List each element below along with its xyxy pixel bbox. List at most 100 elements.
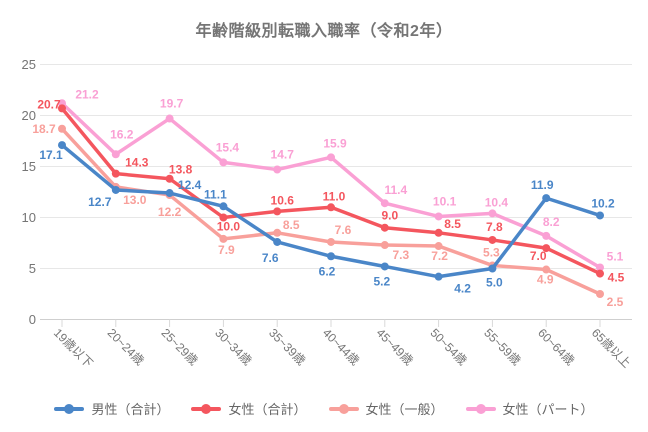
data-point <box>596 290 604 298</box>
data-point <box>434 272 443 281</box>
data-label: 13.8 <box>169 163 193 177</box>
data-label: 11.0 <box>323 189 346 203</box>
data-point <box>596 263 604 272</box>
legend-line-dot-icon <box>465 403 496 414</box>
y-tick-label: 5 <box>29 261 36 276</box>
data-point <box>542 231 551 240</box>
data-label: 6.2 <box>319 264 336 278</box>
y-tick-label: 0 <box>29 312 36 327</box>
data-point <box>380 223 389 232</box>
data-label: 21.2 <box>75 87 99 101</box>
data-label: 19.7 <box>160 97 184 111</box>
data-label: 2.5 <box>607 295 624 309</box>
data-point <box>596 211 604 220</box>
data-point <box>327 153 335 162</box>
data-label: 10.6 <box>271 193 295 207</box>
data-label: 8.5 <box>283 218 300 232</box>
data-label: 5.0 <box>486 276 503 290</box>
legend-item-1[interactable]: 男性（合計） <box>54 399 169 418</box>
data-label: 11.9 <box>531 178 554 192</box>
data-label: 4.2 <box>454 282 471 296</box>
data-point <box>327 252 335 261</box>
data-point <box>273 165 282 174</box>
legend-line-dot-icon <box>328 403 359 414</box>
y-tick-label: 25 <box>22 57 36 72</box>
legend-label: 男性（合計） <box>91 402 170 417</box>
data-point <box>380 262 389 271</box>
data-label: 11.1 <box>204 187 227 201</box>
data-point <box>542 265 551 274</box>
data-point <box>327 237 335 246</box>
data-point <box>273 228 282 237</box>
data-point <box>219 234 228 243</box>
data-label: 12.4 <box>178 178 202 192</box>
data-label: 18.7 <box>32 122 56 136</box>
data-label: 7.3 <box>392 248 409 262</box>
data-point <box>58 104 66 113</box>
data-label: 13.0 <box>123 193 147 207</box>
data-label: 8.5 <box>444 217 461 231</box>
data-label: 8.2 <box>543 215 560 229</box>
legend-label: 女性（パート） <box>502 402 594 417</box>
data-point <box>111 169 120 178</box>
x-tick-label: 55~59歳 <box>481 326 523 368</box>
data-label: 16.2 <box>110 127 134 141</box>
data-point <box>165 174 174 183</box>
data-point <box>488 264 497 273</box>
data-point <box>219 158 228 167</box>
y-tick-label: 10 <box>22 210 36 225</box>
legend-label: 女性（一般） <box>365 402 444 417</box>
legend-label: 女性（合計） <box>228 402 307 417</box>
data-label: 12.7 <box>88 195 112 209</box>
data-point <box>273 237 282 246</box>
data-label: 5.2 <box>373 274 390 288</box>
y-tick-label: 15 <box>22 159 36 174</box>
x-tick-label: 50~54歳 <box>427 326 469 368</box>
data-label: 15.4 <box>216 140 240 154</box>
y-tick-label: 20 <box>22 108 36 123</box>
data-point <box>434 228 443 237</box>
data-label: 14.3 <box>125 156 149 170</box>
data-point <box>542 194 551 203</box>
data-label: 7.8 <box>486 220 503 234</box>
data-label: 7.9 <box>218 243 235 257</box>
data-point <box>111 185 120 194</box>
x-tick-label: 35~39歳 <box>266 326 308 368</box>
data-point <box>58 124 66 133</box>
data-label: 10.4 <box>485 195 509 209</box>
data-point <box>165 114 174 123</box>
x-tick-label: 20~24歳 <box>105 326 147 368</box>
data-label: 7.6 <box>335 223 352 237</box>
data-label: 10.0 <box>217 220 241 234</box>
x-tick-label: 45~49歳 <box>374 326 416 368</box>
x-tick-label: 60~64歳 <box>535 326 577 368</box>
data-point <box>596 269 604 278</box>
data-point <box>58 141 66 150</box>
data-point <box>380 241 389 250</box>
chart-title: 年齢階級別転職入職率（令和2年） <box>195 23 453 40</box>
legend-line-dot-icon <box>54 403 85 414</box>
data-point <box>542 244 551 253</box>
data-point <box>165 189 174 198</box>
data-point <box>488 209 497 218</box>
data-label: 14.7 <box>271 148 295 162</box>
legend-item-4[interactable]: 女性（パート） <box>465 399 594 418</box>
legend-item-2[interactable]: 女性（合計） <box>191 399 307 418</box>
data-label: 9.0 <box>381 209 398 223</box>
data-label: 12.2 <box>158 205 182 219</box>
x-tick-label: 25~29歳 <box>158 326 200 368</box>
data-point <box>219 202 228 211</box>
data-label: 5.1 <box>607 249 624 263</box>
data-point <box>380 199 389 208</box>
legend-item-3[interactable]: 女性（一般） <box>328 399 444 418</box>
data-label: 17.1 <box>39 148 63 162</box>
data-label: 7.6 <box>262 251 279 265</box>
data-point <box>219 213 228 222</box>
legend-line-dot-icon <box>191 403 222 414</box>
x-tick-label: 30~34歳 <box>212 326 254 368</box>
x-tick-label: 65歳以上 <box>589 326 634 371</box>
data-point <box>111 150 120 159</box>
data-point <box>488 235 497 244</box>
chart-legend: 男性（合計） 女性（合計） 女性（一般） 女性（パート） <box>0 399 648 418</box>
